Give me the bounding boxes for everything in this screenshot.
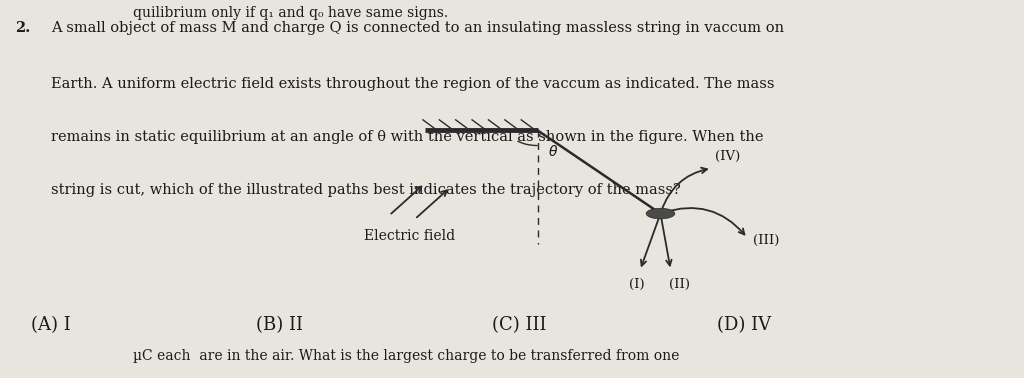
Text: (I): (I) (629, 278, 645, 291)
Text: (II): (II) (669, 278, 690, 291)
Text: Electric field: Electric field (364, 229, 455, 243)
Text: (A) I: (A) I (31, 316, 71, 335)
Circle shape (646, 208, 675, 219)
Text: µC each  are in the air. What is the largest charge to be transferred from one: µC each are in the air. What is the larg… (133, 349, 680, 363)
Text: string is cut, which of the illustrated paths best indicates the trajectory of t: string is cut, which of the illustrated … (51, 183, 681, 197)
Text: (IV): (IV) (715, 150, 740, 163)
Text: quilibrium only if q₁ and q₀ have same signs.: quilibrium only if q₁ and q₀ have same s… (133, 6, 449, 20)
Text: remains in static equilibrium at an angle of θ with the vertical as shown in the: remains in static equilibrium at an angl… (51, 130, 764, 144)
Text: 2.: 2. (15, 21, 31, 35)
Text: (C) III: (C) III (492, 316, 546, 335)
Text: A small object of mass M and charge Q is connected to an insulating massless str: A small object of mass M and charge Q is… (51, 21, 784, 35)
Text: (III): (III) (753, 234, 779, 246)
Text: Earth. A uniform electric field exists throughout the region of the vaccum as in: Earth. A uniform electric field exists t… (51, 77, 775, 91)
Text: (D) IV: (D) IV (717, 316, 771, 335)
Text: $\theta$: $\theta$ (548, 144, 558, 159)
Text: (B) II: (B) II (256, 316, 303, 335)
